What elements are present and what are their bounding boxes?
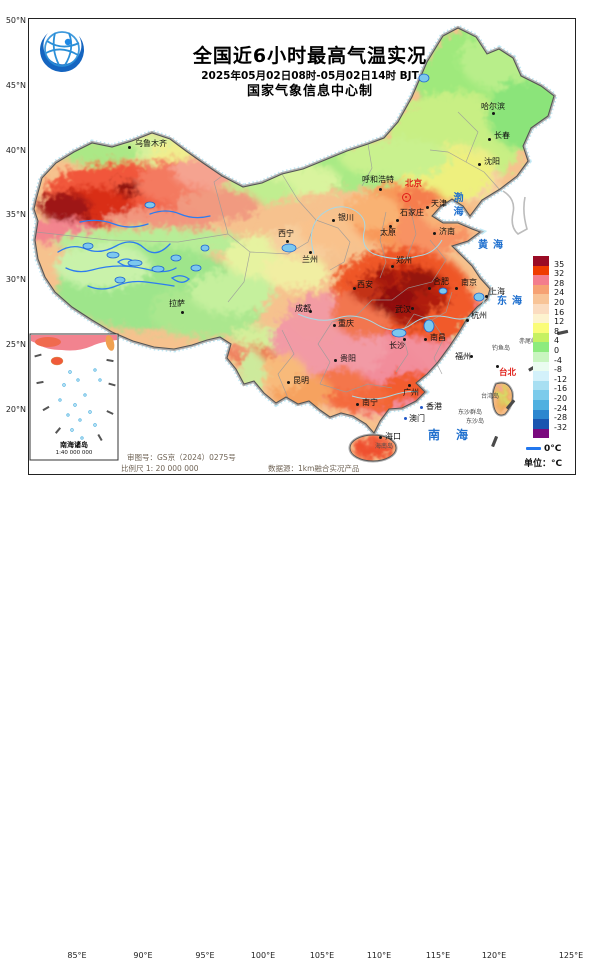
weather-map-page: 全国近6小时最高气温实况 2025年05月02日08时-05月02日14时 BJ… xyxy=(0,16,600,960)
lon-tick-label: 100°E xyxy=(250,951,276,960)
longitude-axis: 85°E 90°E 95°E 100°E 105°E 110°E 115°E 120°E 125… xyxy=(0,476,600,960)
lon-tick-label: 95°E xyxy=(195,951,215,960)
legend-color-block xyxy=(533,390,549,400)
legend-tick-label: 20 xyxy=(554,298,565,307)
legend-color-block xyxy=(533,400,549,410)
legend-color-block xyxy=(533,294,549,304)
legend-tick-label: 35 xyxy=(554,259,565,269)
legend-tick-label: 24 xyxy=(554,288,565,298)
legend-color-block xyxy=(533,284,549,295)
legend-tick-label: 0 xyxy=(554,346,560,355)
inset-map xyxy=(29,333,119,461)
inset-caption: 南海诸岛 xyxy=(60,441,88,449)
map-producer: 国家气象信息中心制 xyxy=(246,84,373,100)
legend-tick-label: 28 xyxy=(554,278,565,288)
legend-tick-label: -20 xyxy=(554,394,568,403)
legend-color-block xyxy=(533,332,549,343)
zero-contour-label: 0°C xyxy=(544,444,562,454)
data-source: 数据源：1km融合实况产品 xyxy=(268,464,360,473)
legend-color-block xyxy=(533,313,549,324)
legend-tick-label: -12 xyxy=(554,374,568,384)
map-scale: 比例尺 1: 20 000 000 xyxy=(121,464,199,473)
legend-unit-label: 单位：°C xyxy=(524,459,563,469)
zero-contour-line-icon xyxy=(526,447,541,450)
legend-color-block xyxy=(533,256,549,266)
lon-tick-label: 115°E xyxy=(425,951,451,960)
map-title: 全国近6小时最高气温实况 xyxy=(192,45,428,67)
legend-color-block xyxy=(533,371,549,381)
inset-scale: 1:40 000 000 xyxy=(55,450,93,456)
temperature-legend: 35 32 28 24 20 16 12 8 4 0 -4 -8 -12 -16 -20 -24 -28 -32 … xyxy=(524,256,597,471)
legend-color-block xyxy=(533,361,549,372)
lon-tick-label: 125°E xyxy=(558,951,584,960)
legend-tick-label: 12 xyxy=(554,317,565,327)
legend-color-block xyxy=(533,352,549,362)
legend-zero-contour: 0°C xyxy=(526,444,561,454)
lon-tick-label: 120°E xyxy=(481,951,507,960)
lon-tick-label: 90°E xyxy=(133,951,153,960)
legend-tick-label: -8 xyxy=(554,365,562,375)
legend-tick-label: -24 xyxy=(554,403,568,413)
legend-tick-label: -4 xyxy=(554,355,562,365)
legend-tick-label: 32 xyxy=(554,269,565,279)
legend-color-block xyxy=(533,275,549,285)
legend-tick-label: 4 xyxy=(554,336,560,346)
title-block: 全国近6小时最高气温实况 2025年05月02日08时-05月02日14时 BJ… xyxy=(160,45,460,100)
legend-color-block xyxy=(533,323,549,333)
legend-tick-label: 8 xyxy=(554,326,560,336)
lon-tick-label: 105°E xyxy=(309,951,335,960)
nmic-logo-icon xyxy=(37,25,87,75)
lon-tick-label: 85°E xyxy=(67,951,87,960)
legend-color-block xyxy=(533,428,549,439)
map-time-range: 2025年05月02日08时-05月02日14时 BJT xyxy=(201,69,419,82)
lon-tick-label: 110°E xyxy=(366,951,392,960)
legend-color-block xyxy=(533,265,549,276)
map-artwork xyxy=(29,24,569,463)
legend-color-block xyxy=(533,409,549,420)
legend-color-block xyxy=(533,419,549,429)
legend-tick-label: -16 xyxy=(554,384,568,394)
legend-color-block xyxy=(533,304,549,314)
legend-tick-label: 16 xyxy=(554,307,565,317)
legend-tick-label: -32 xyxy=(554,422,568,432)
legend-color-block xyxy=(533,380,549,391)
map-approval-number: 审图号：GS京（2024）0275号 xyxy=(127,453,236,462)
legend-color-block xyxy=(533,342,549,352)
legend-tick-label: -28 xyxy=(554,413,568,423)
